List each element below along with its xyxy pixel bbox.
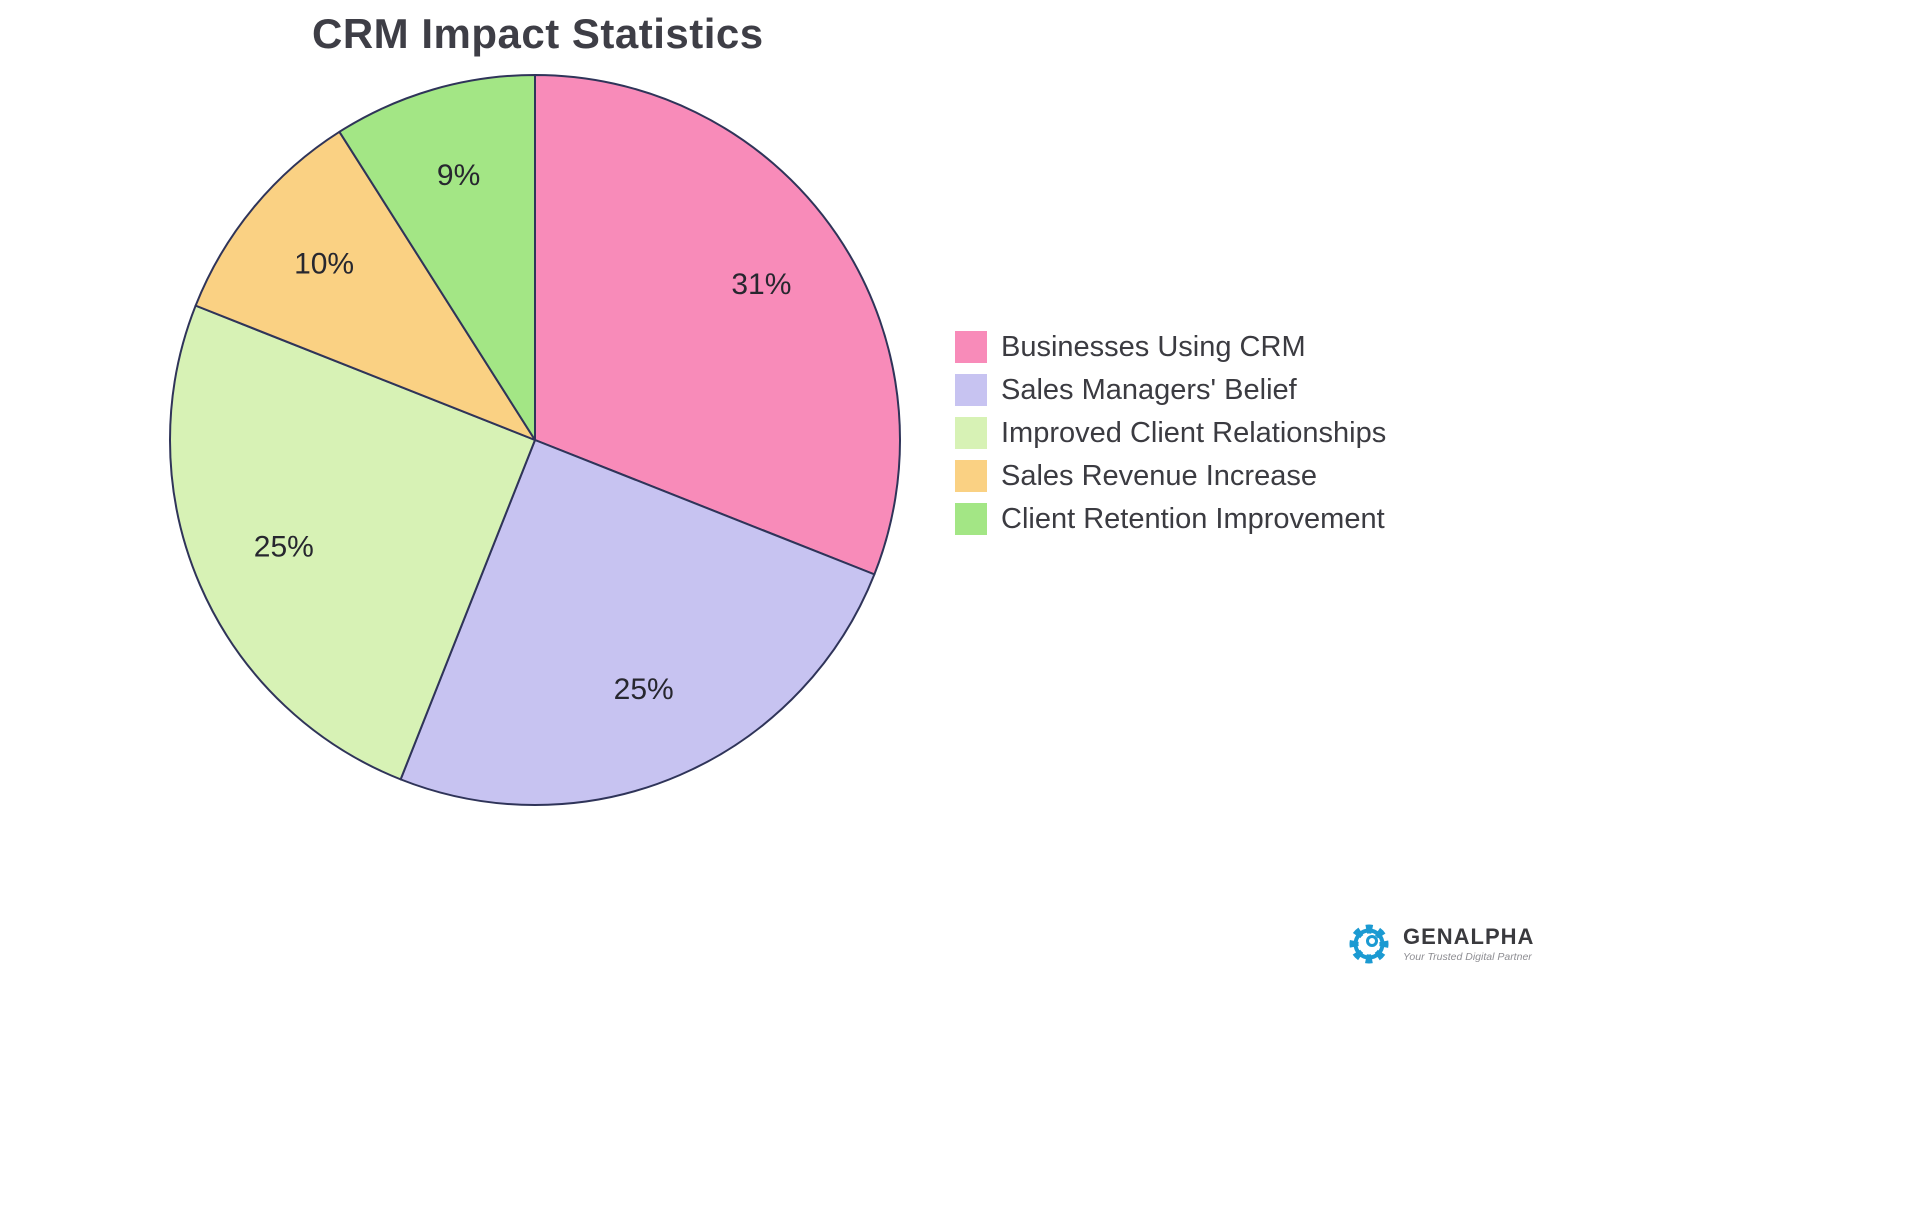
legend-item-businesses-using-crm: Businesses Using CRM: [955, 331, 1386, 363]
slice-percent-label: 25%: [254, 531, 314, 564]
legend-label: Client Retention Improvement: [1001, 502, 1385, 535]
legend: Businesses Using CRM Sales Managers' Beli…: [955, 331, 1386, 535]
slice-percent-label: 10%: [294, 247, 354, 280]
gear-icon: [1349, 924, 1389, 964]
legend-swatch: [955, 331, 987, 363]
legend-item-client-retention-improvement: Client Retention Improvement: [955, 503, 1386, 535]
pie-slice-businesses-using-crm: [534, 74, 901, 576]
chart-title: CRM Impact Statistics: [312, 10, 764, 57]
pie-slice-client-retention-improvement: [338, 74, 536, 441]
pie-slice-sales-managers-belief: [399, 439, 876, 806]
legend-item-improved-client-relationships: Improved Client Relationships: [955, 417, 1386, 449]
logo-text: GENALPHA Your Trusted Digital Partner: [1403, 923, 1535, 964]
brand-logo: GENALPHA Your Trusted Digital Partner: [1345, 920, 1534, 968]
legend-item-sales-managers-belief: Sales Managers' Belief: [955, 374, 1386, 406]
pie-chart: 31% 25% 25% 10% 9%: [169, 74, 901, 806]
logo-tagline: Your Trusted Digital Partner: [1403, 951, 1532, 964]
logo-name: GENALPHA: [1403, 923, 1535, 949]
legend-swatch: [955, 417, 987, 449]
legend-label: Businesses Using CRM: [1001, 330, 1306, 363]
legend-item-sales-revenue-increase: Sales Revenue Increase: [955, 460, 1386, 492]
legend-label: Sales Revenue Increase: [1001, 459, 1317, 492]
legend-swatch: [955, 374, 987, 406]
legend-label: Improved Client Relationships: [1001, 416, 1387, 449]
slice-percent-label: 9%: [437, 159, 480, 192]
slice-percent-label: 31%: [731, 268, 791, 301]
legend-swatch: [955, 460, 987, 492]
pie-slice-sales-revenue-increase: [194, 130, 536, 441]
slice-percent-label: 25%: [614, 673, 674, 706]
legend-label: Sales Managers' Belief: [1001, 373, 1297, 406]
pie-slice-improved-client-relationships: [169, 304, 536, 781]
legend-swatch: [955, 503, 987, 535]
